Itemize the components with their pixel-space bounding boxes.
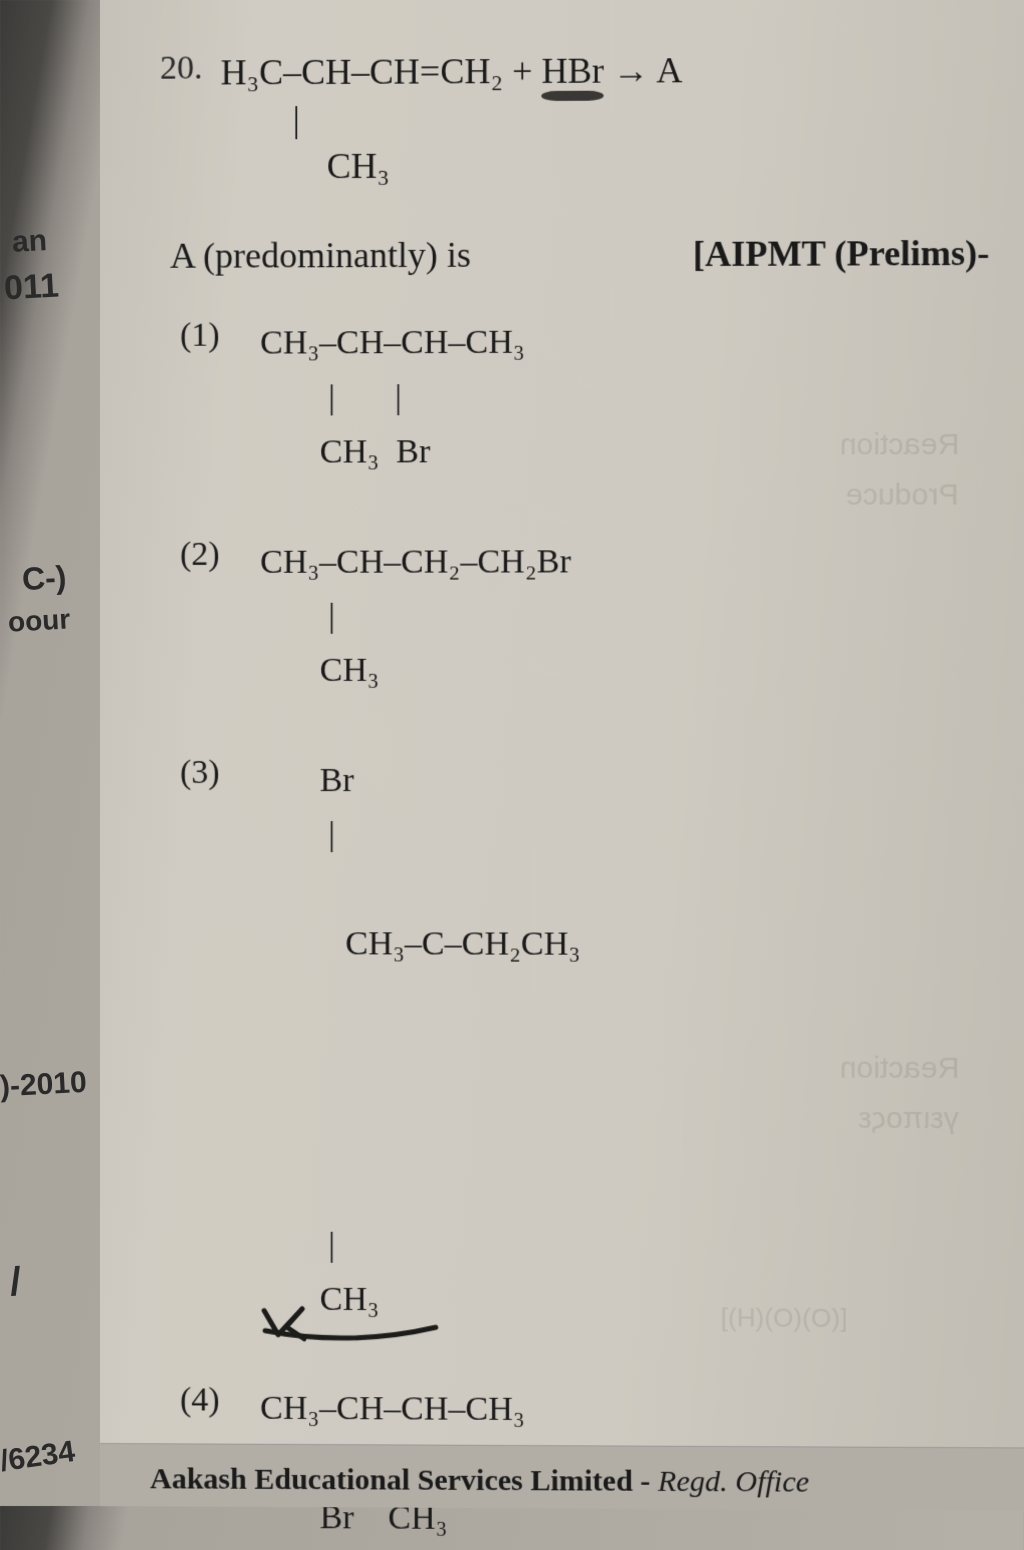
struct-row: CH₃ bbox=[260, 644, 571, 699]
page-footer: Aakash Educational Services Limited - Re… bbox=[100, 1443, 1024, 1511]
handwritten-check-icon bbox=[260, 1045, 380, 1154]
option-number: (3) bbox=[180, 754, 240, 792]
option-number: (2) bbox=[180, 535, 240, 573]
struct-main: CH₃–C–CH₂CH₃ bbox=[345, 925, 580, 962]
option-3: (3) Br | CH₃–C–CH₂CH₃ | CH₃ bbox=[180, 754, 989, 1330]
option-2-structure: CH₃–CH–CH₂–CH₂Br | CH₃ bbox=[260, 535, 571, 699]
prompt-text: A (predominantly) is bbox=[170, 234, 471, 277]
question-number: 20. bbox=[160, 49, 203, 87]
edge-text-slash: / bbox=[9, 1260, 22, 1306]
option-number: (4) bbox=[180, 1382, 240, 1420]
reaction-arrow-a: → A bbox=[604, 50, 683, 91]
struct-bonds: | bbox=[260, 1218, 580, 1274]
underline-curve-icon bbox=[260, 1323, 441, 1346]
struct-bonds: | bbox=[260, 808, 580, 863]
edge-text-011: 011 bbox=[3, 267, 60, 309]
option-2: (2) CH₃–CH–CH₂–CH₂Br | CH₃ bbox=[180, 534, 989, 698]
reaction-equation: H₃C–CH–CH=CH₂ + HBr → A | CH₃ bbox=[221, 47, 683, 190]
page-surface: Reaction Produce Reaction γειποςε [(O)(O… bbox=[100, 0, 1024, 1511]
struct-bonds: | bbox=[260, 589, 571, 644]
edge-text-num: /6234 bbox=[0, 1435, 77, 1479]
question-row: 20. H₃C–CH–CH=CH₂ + HBr → A | CH₃ bbox=[160, 46, 989, 191]
struct-row: CH₃–C–CH₂CH₃ bbox=[260, 863, 580, 1220]
reaction-left: H₃C–CH–CH=CH₂ + bbox=[221, 51, 542, 93]
edge-text-2010: )-2010 bbox=[0, 1066, 88, 1104]
prompt-row: A (predominantly) is [AIPMT (Prelims)- bbox=[170, 232, 989, 277]
source-tag: [AIPMT (Prelims)- bbox=[693, 232, 990, 275]
ghost-text: [(O)(O)(H)] bbox=[721, 1302, 848, 1334]
hbr-underlined: HBr bbox=[542, 48, 604, 95]
struct-row: Br bbox=[260, 754, 580, 809]
footer-office: Regd. Office bbox=[658, 1465, 809, 1499]
ghost-text: γειποςε bbox=[858, 1102, 959, 1136]
edge-text-c: C-) bbox=[21, 559, 67, 598]
footer-company: Aakash Educational Services Limited - bbox=[150, 1462, 658, 1498]
struct-bonds: | | bbox=[260, 371, 525, 426]
edge-text-an: an bbox=[11, 224, 48, 260]
struct-row: CH₃ bbox=[260, 1273, 580, 1329]
struct-row: CH₃–CH–CH–CH₃ bbox=[260, 1382, 525, 1438]
struct-row: CH₃–CH–CH₂–CH₂Br bbox=[260, 535, 571, 590]
ghost-text: Reaction bbox=[839, 1052, 959, 1086]
reaction-ch3: CH₃ bbox=[327, 141, 683, 189]
option-3-structure: Br | CH₃–C–CH₂CH₃ | CH₃ bbox=[260, 754, 580, 1329]
ghost-text: Produce bbox=[846, 478, 959, 512]
option-1-structure: CH₃–CH–CH–CH₃ | | CH₃ Br bbox=[260, 316, 525, 480]
ghost-text: Reaction bbox=[839, 428, 959, 462]
struct-row: CH₃ Br bbox=[260, 425, 525, 480]
option-number: (1) bbox=[180, 317, 240, 355]
edge-text-ooun: oour bbox=[7, 603, 71, 638]
struct-row: CH₃–CH–CH–CH₃ bbox=[260, 316, 525, 371]
